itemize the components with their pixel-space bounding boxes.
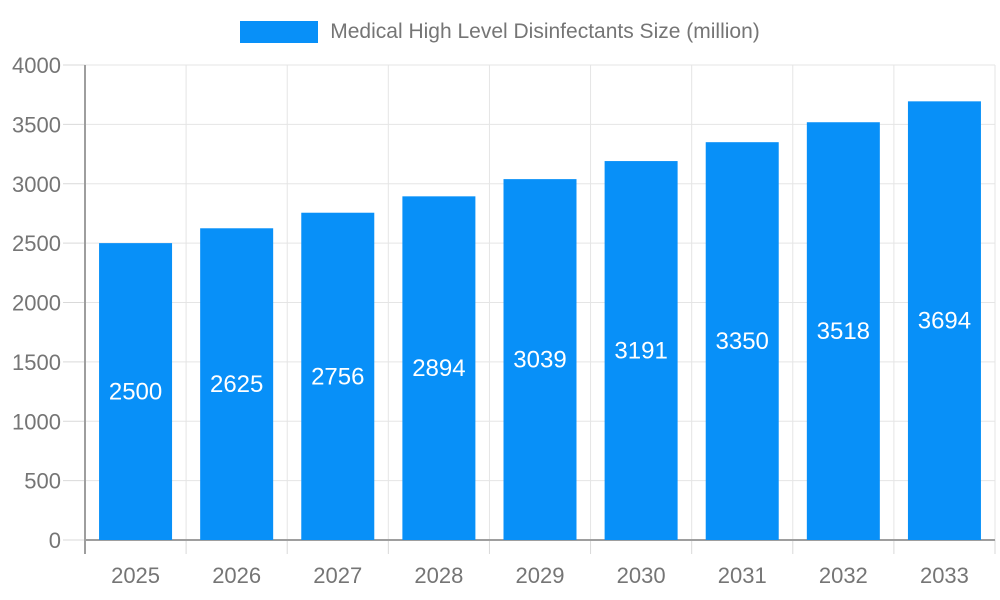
bar-value-label: 3518 — [817, 318, 870, 345]
x-axis-tick-label: 2031 — [718, 563, 767, 588]
x-axis-tick-label: 2028 — [414, 563, 463, 588]
x-axis-tick-label: 2026 — [212, 563, 261, 588]
y-axis-tick-label: 0 — [49, 528, 61, 553]
bar-2031[interactable] — [705, 142, 779, 540]
bar-2033[interactable] — [907, 101, 981, 541]
x-axis-tick-label: 2033 — [920, 563, 969, 588]
bar-2027[interactable] — [301, 212, 375, 540]
x-axis-tick-label: 2032 — [819, 563, 868, 588]
bar-2030[interactable] — [604, 161, 678, 540]
x-axis-tick-label: 2030 — [617, 563, 666, 588]
bar-value-label: 3694 — [918, 308, 971, 335]
bar-2026[interactable] — [200, 228, 274, 540]
y-axis-tick-label: 1500 — [12, 350, 61, 375]
bar-2028[interactable] — [402, 196, 476, 540]
bar-2025[interactable] — [99, 243, 173, 540]
y-axis-tick-label: 1000 — [12, 409, 61, 434]
legend-label: Medical High Level Disinfectants Size (m… — [330, 20, 760, 43]
y-axis-tick-label: 4000 — [12, 53, 61, 78]
x-axis-tick-label: 2027 — [313, 563, 362, 588]
bar-2029[interactable] — [503, 179, 577, 540]
legend-swatch-icon — [240, 21, 319, 43]
x-axis-tick-label: 2025 — [111, 563, 160, 588]
y-axis-tick-label: 3000 — [12, 172, 61, 197]
y-axis-tick-label: 3500 — [12, 112, 61, 137]
bar-value-label: 2756 — [311, 363, 364, 390]
bar-value-label: 2625 — [210, 371, 263, 398]
bar-value-label: 3350 — [716, 328, 769, 355]
bar-value-label: 3191 — [614, 338, 667, 365]
legend-item[interactable]: Medical High Level Disinfectants Size (m… — [0, 20, 1000, 44]
bar-2032[interactable] — [806, 122, 880, 541]
bar-value-label: 3039 — [513, 347, 566, 374]
y-axis-tick-label: 2500 — [12, 231, 61, 256]
y-axis-tick-label: 2000 — [12, 291, 61, 316]
x-axis-tick-label: 2029 — [516, 563, 565, 588]
y-axis-tick-label: 500 — [24, 469, 61, 494]
bar-value-label: 2894 — [412, 355, 465, 382]
bar-value-label: 2500 — [109, 379, 162, 406]
